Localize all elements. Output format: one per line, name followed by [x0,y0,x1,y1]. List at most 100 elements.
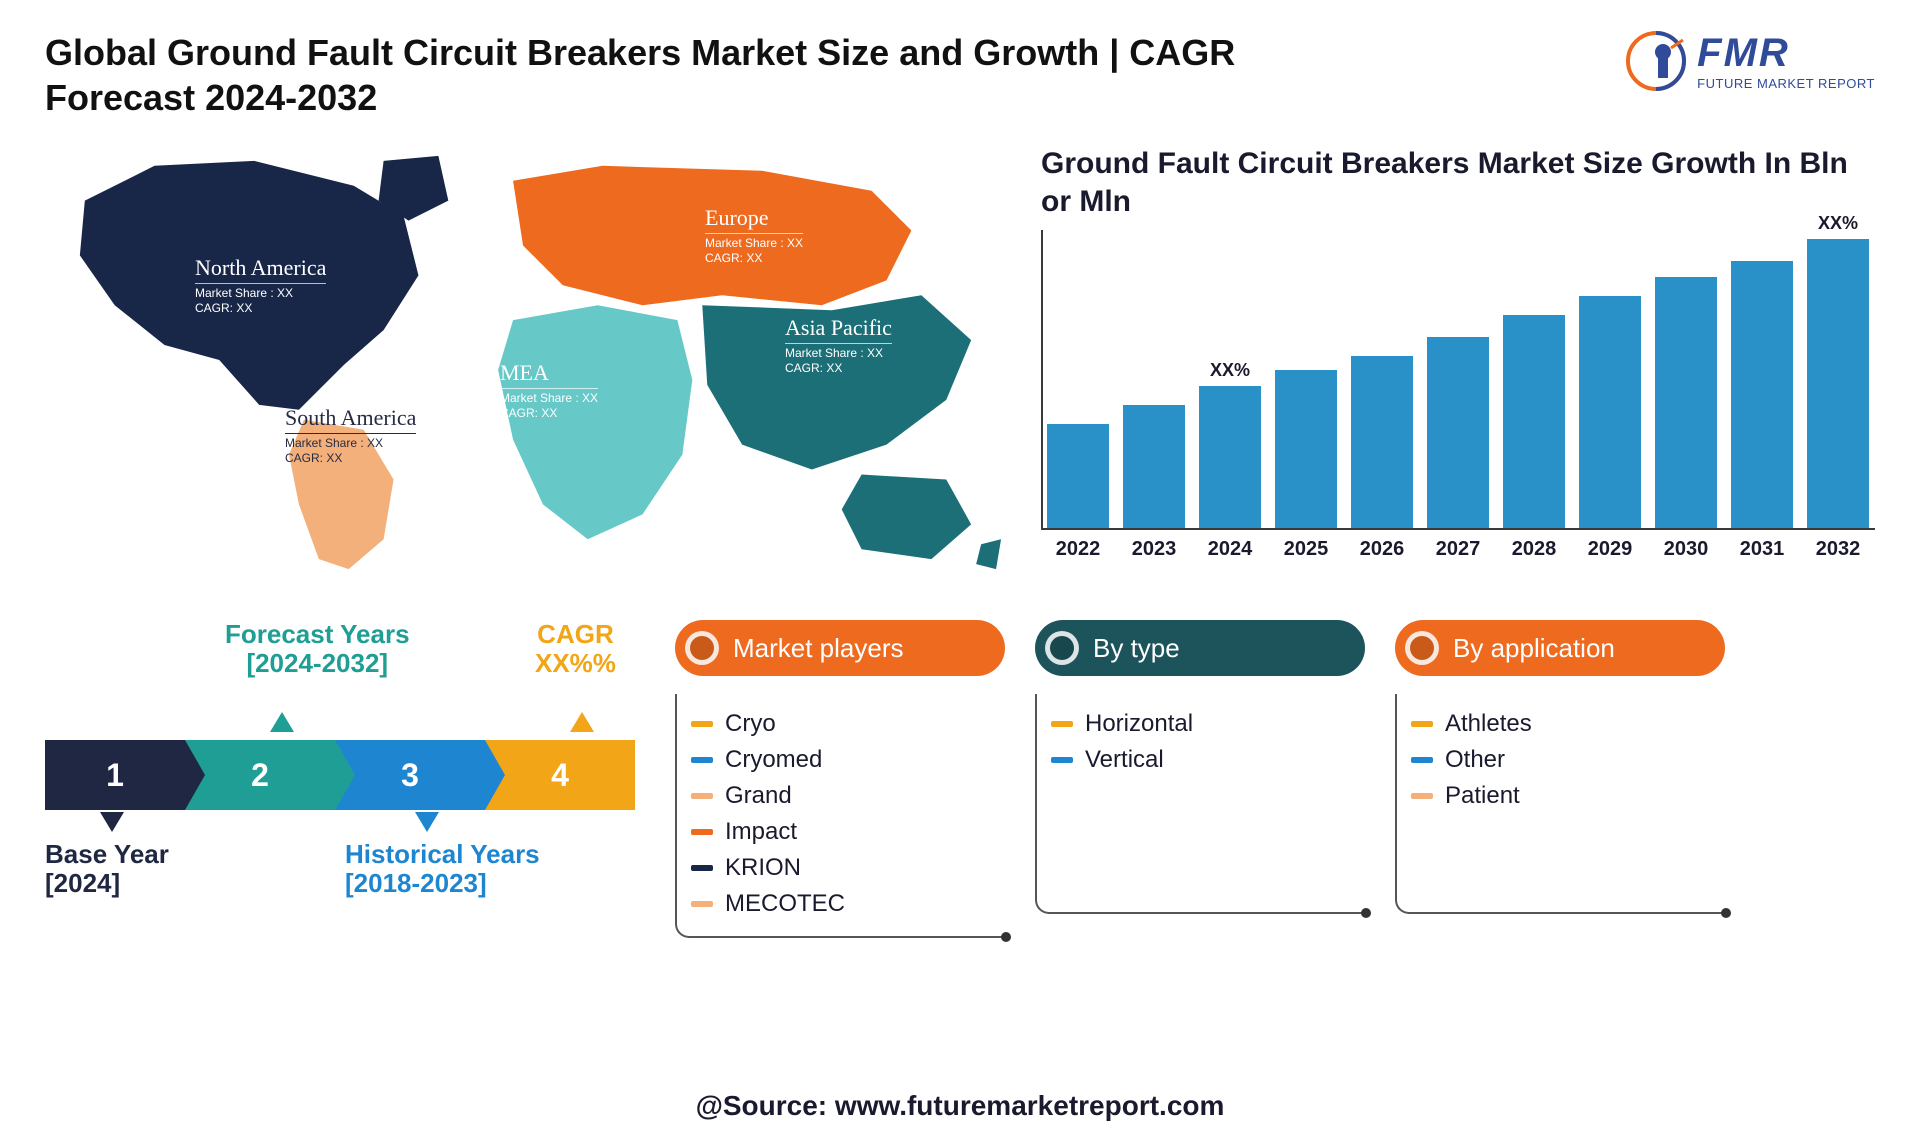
xaxis-label: 2030 [1655,538,1717,561]
globe-icon [1625,30,1687,92]
list-item: Cryo [677,706,1005,742]
list-item-label: Cryomed [725,746,822,774]
panel-title: By application [1453,633,1615,664]
pill-dot-icon [1045,631,1079,665]
bar-2030 [1655,277,1717,528]
ap-cagr: CAGR: XX [785,361,892,375]
dash-icon [691,757,713,763]
region-mea [498,305,692,539]
panel-list: Horizontal Vertical [1035,694,1365,914]
list-item: Horizontal [1037,706,1365,742]
na-name: North America [195,255,326,284]
chart-title: Ground Fault Circuit Breakers Market Siz… [1041,145,1875,220]
list-item: Grand [677,778,1005,814]
bar-2032: XX% [1807,239,1869,528]
bar-2024: XX% [1199,386,1261,528]
eu-cagr: CAGR: XX [705,251,803,265]
list-item: Cryomed [677,742,1005,778]
list-item-label: Athletes [1445,710,1532,738]
world-map: North America Market Share : XX CAGR: XX… [45,145,1011,575]
panel-market-players: Market players Cryo Cryomed Grand Impact KRIO… [675,620,1005,938]
xaxis-label: 2031 [1731,538,1793,561]
list-item: Impact [677,814,1005,850]
bar-2022 [1047,424,1109,528]
mea-share: Market Share : XX [500,391,598,405]
list-item-label: KRION [725,854,801,882]
header: Global Ground Fault Circuit Breakers Mar… [45,30,1875,120]
dash-icon [691,721,713,727]
fmr-logo: FMR FUTURE MARKET REPORT [1625,30,1875,92]
xaxis-label: 2022 [1047,538,1109,561]
dash-icon [1051,721,1073,727]
list-item: Patient [1397,778,1725,814]
mea-name: MEA [500,360,598,389]
dash-icon [1411,793,1433,799]
timeline-seg-3: 3 [335,740,485,810]
bar-2025 [1275,370,1337,528]
panel-title: Market players [733,633,904,664]
bar-2026 [1351,356,1413,528]
bar-annotation: XX% [1210,360,1250,381]
dash-icon [691,865,713,871]
list-item-label: Patient [1445,782,1520,810]
pill-dot-icon [685,631,719,665]
forecast-label: Forecast Years [2024-2032] [225,620,410,677]
bar-2031 [1731,261,1793,528]
eu-name: Europe [705,205,803,234]
ap-share: Market Share : XX [785,346,892,360]
dash-icon [691,829,713,835]
page-title: Global Ground Fault Circuit Breakers Mar… [45,30,1345,120]
na-share: Market Share : XX [195,286,326,300]
timeline-seg-1: 1 [45,740,185,810]
dash-icon [691,901,713,907]
bar-2029 [1579,296,1641,528]
bar-2023 [1123,405,1185,528]
pill-dot-icon [1405,631,1439,665]
dash-icon [1411,757,1433,763]
list-item: Other [1397,742,1725,778]
list-item-label: Cryo [725,710,776,738]
ap-name: Asia Pacific [785,315,892,344]
panel-title: By type [1093,633,1180,664]
dash-icon [691,793,713,799]
timeline-seg-4: 4 [485,740,635,810]
sa-cagr: CAGR: XX [285,451,416,465]
list-item: Athletes [1397,706,1725,742]
bar-2028 [1503,315,1565,528]
list-item-label: MECOTEC [725,890,845,918]
base-label: Base Year [2024] [45,840,169,897]
xaxis-label: 2027 [1427,538,1489,561]
logo-brand: FMR [1697,31,1875,76]
bar-2027 [1427,337,1489,528]
sa-name: South America [285,405,416,434]
dash-icon [1051,757,1073,763]
panel-pill: Market players [675,620,1005,676]
list-item-label: Other [1445,746,1505,774]
xaxis-label: 2032 [1807,538,1869,561]
panel-pill: By type [1035,620,1365,676]
bar-annotation: XX% [1818,213,1858,234]
xaxis-label: 2025 [1275,538,1337,561]
xaxis-label: 2029 [1579,538,1641,561]
xaxis-label: 2023 [1123,538,1185,561]
timeline-block: Forecast Years [2024-2032] CAGR XX%% 123… [45,620,645,920]
na-cagr: CAGR: XX [195,301,326,315]
cagr-label: CAGR XX%% [535,620,616,677]
list-item-label: Grand [725,782,792,810]
list-item: Vertical [1037,742,1365,778]
panel-by-application: By application Athletes Other Patient [1395,620,1725,938]
panel-pill: By application [1395,620,1725,676]
xaxis-label: 2028 [1503,538,1565,561]
logo-tagline: FUTURE MARKET REPORT [1697,76,1875,91]
eu-share: Market Share : XX [705,236,803,250]
list-item-label: Vertical [1085,746,1164,774]
list-item: KRION [677,850,1005,886]
dash-icon [1411,721,1433,727]
list-item: MECOTEC [677,886,1005,922]
mea-cagr: CAGR: XX [500,406,598,420]
growth-bar-chart: Ground Fault Circuit Breakers Market Siz… [1041,145,1875,575]
source-attribution: @Source: www.futuremarketreport.com [0,1090,1920,1122]
panel-by-type: By type Horizontal Vertical [1035,620,1365,938]
list-item-label: Horizontal [1085,710,1193,738]
xaxis-label: 2026 [1351,538,1413,561]
